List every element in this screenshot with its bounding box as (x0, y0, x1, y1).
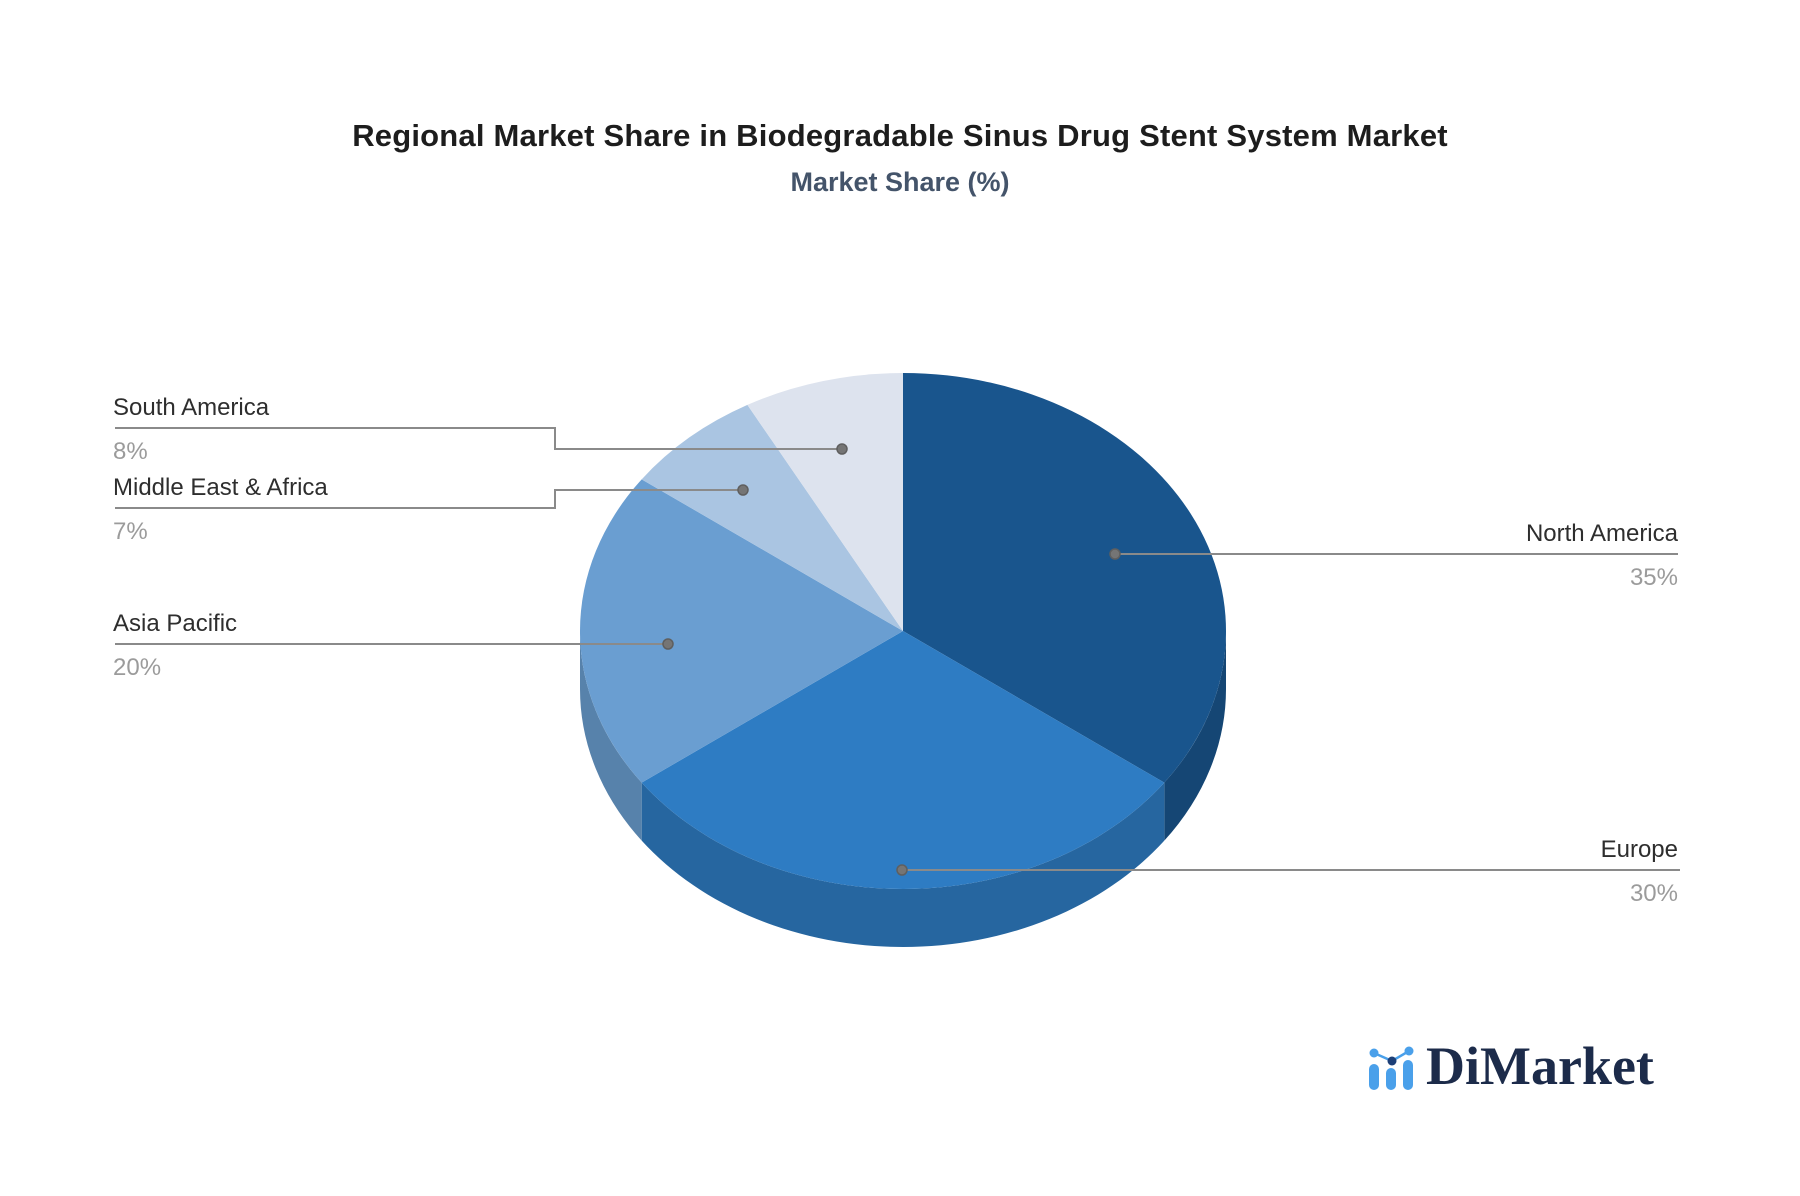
pie-rim-asia-pacific (580, 631, 642, 841)
dimarket-logo: DiMarket (1362, 1036, 1654, 1096)
callout-value: 35% (1629, 564, 1678, 591)
pie-slice-europe (641, 631, 1165, 890)
callout-europe: Europe 30% (1601, 836, 1678, 908)
callout-label: Asia Pacific (113, 610, 238, 637)
pie-slice-south-america (747, 373, 903, 631)
leader-dot-north-america (1109, 548, 1121, 560)
chart-subtitle: Market Share (%) (790, 167, 1010, 197)
callout-middle-east-africa: Middle East & Africa 7% (113, 474, 328, 546)
callout-north-america: North America 35% (1526, 520, 1678, 592)
chart-title: Regional Market Share in Biodegradable S… (352, 118, 1448, 153)
callout-label: Middle East & Africa (113, 474, 328, 501)
callout-value: 8% (113, 438, 148, 465)
leader-dot-middle-east-africa (737, 484, 749, 496)
callout-asia-pacific: Asia Pacific 20% (113, 610, 237, 682)
callout-label: Europe (1600, 836, 1678, 863)
pie-slice-middle-east-africa (641, 404, 903, 631)
leader-line-south-america (115, 427, 842, 450)
leader-dot-asia-pacific (662, 638, 674, 650)
bar-line-chart-icon (1369, 1046, 1414, 1090)
callout-label: North America (1525, 520, 1678, 547)
pie-rim-europe (641, 782, 1165, 947)
callout-value: 7% (113, 518, 148, 545)
dimarket-logo-text: DiMarket (1426, 1036, 1654, 1096)
pie-slice-asia-pacific (579, 479, 903, 783)
pie-rim-north-america (1164, 631, 1226, 841)
callout-south-america: South America 8% (113, 394, 269, 466)
callout-value: 20% (113, 654, 162, 681)
leader-dot-europe (896, 864, 908, 876)
leader-line-middle-east-africa (115, 489, 743, 509)
pie-slice-north-america (903, 373, 1226, 783)
callout-value: 30% (1629, 880, 1678, 907)
leader-dot-south-america (836, 443, 848, 455)
callout-label: South America (113, 394, 270, 421)
